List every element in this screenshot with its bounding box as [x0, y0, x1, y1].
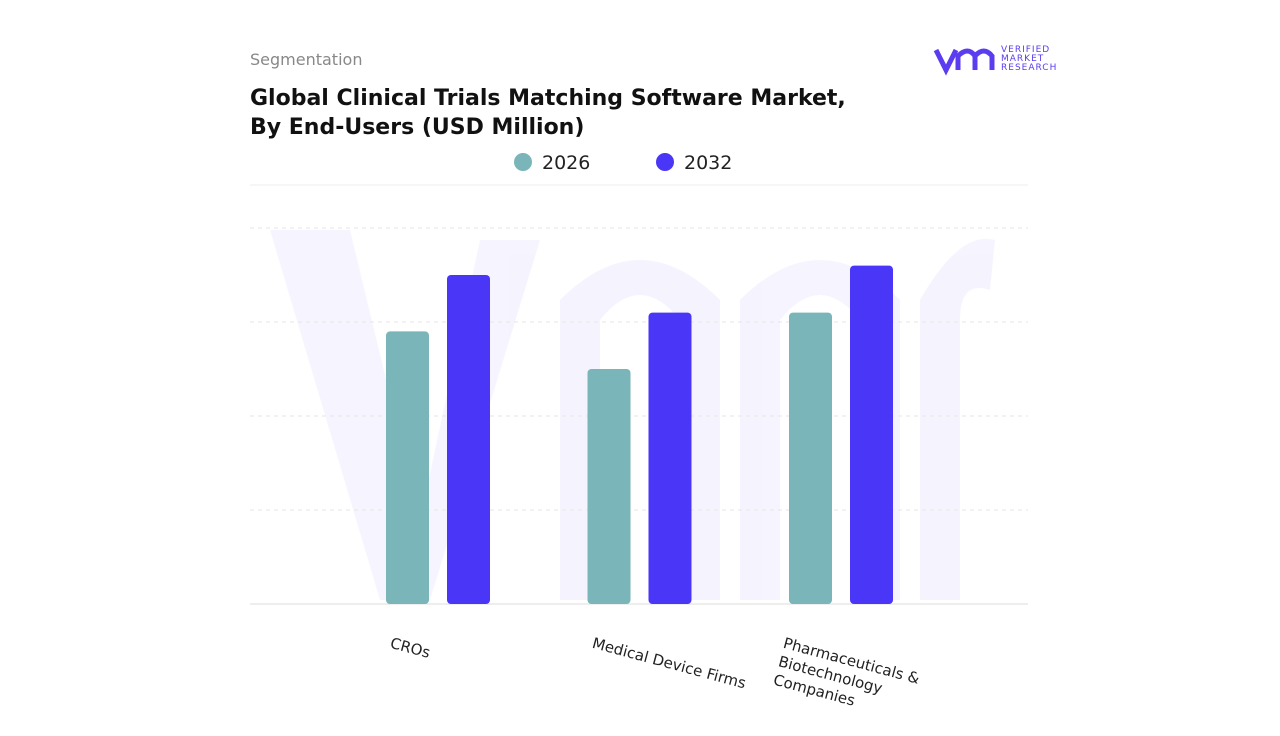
- logo-mark: [933, 48, 995, 76]
- bar: [648, 312, 692, 604]
- legend-label: 2026: [542, 152, 590, 174]
- legend-label: 2032: [684, 152, 732, 174]
- legend-marker: [656, 153, 674, 171]
- bar: [447, 275, 490, 604]
- chart-title: Global Clinical Trials Matching Software…: [250, 86, 846, 111]
- section-label: Segmentation: [250, 50, 362, 69]
- chart-title: By End-Users (USD Million): [250, 115, 584, 140]
- logo-text: VERIFIED: [1001, 45, 1050, 55]
- bar: [850, 265, 893, 604]
- page: Segmentation Global Clinical Trials Matc…: [250, 45, 1057, 710]
- legend-marker: [514, 153, 532, 171]
- logo-text: MARKET: [1001, 54, 1044, 64]
- logo-text: RESEARCH: [1001, 63, 1057, 73]
- bar: [587, 369, 631, 604]
- bar: [386, 331, 429, 604]
- bar: [789, 312, 832, 604]
- chart: Segmentation Global Clinical Trials Matc…: [250, 45, 1057, 605]
